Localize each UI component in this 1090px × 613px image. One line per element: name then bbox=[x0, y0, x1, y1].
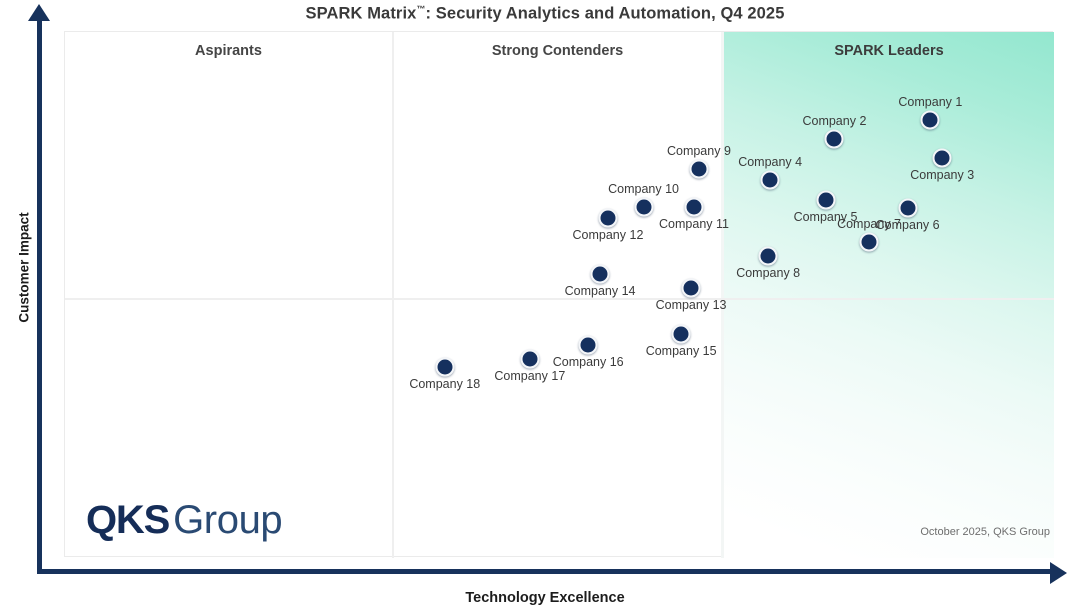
data-point-bubble[interactable] bbox=[758, 246, 778, 266]
data-point-label: Company 15 bbox=[645, 343, 717, 358]
data-point-bubble[interactable] bbox=[590, 264, 610, 284]
data-point-label: Company 13 bbox=[655, 298, 727, 313]
footer-attribution: October 2025, QKS Group bbox=[920, 526, 1050, 538]
data-point-bubble[interactable] bbox=[684, 197, 704, 217]
data-point-label: Company 9 bbox=[666, 144, 731, 159]
data-point-bubble[interactable] bbox=[689, 159, 709, 179]
quadrant-divider-horizontal bbox=[65, 298, 1054, 300]
spark-leaders-gradient-band bbox=[722, 32, 1054, 558]
data-point-label: Company 2 bbox=[802, 113, 867, 128]
chart-title-main: SPARK Matrix bbox=[305, 4, 417, 23]
x-axis-line bbox=[37, 569, 1053, 574]
data-point-bubble[interactable] bbox=[520, 349, 540, 369]
data-point-label: Company 5 bbox=[793, 209, 858, 224]
data-point-bubble[interactable] bbox=[634, 197, 654, 217]
data-point-label: Company 8 bbox=[736, 266, 801, 281]
logo-qks-text: QKS bbox=[86, 498, 170, 542]
plot-area: Aspirants Strong Contenders SPARK Leader… bbox=[64, 31, 1054, 558]
data-point-bubble[interactable] bbox=[920, 110, 940, 130]
data-point-label: Company 7 bbox=[837, 216, 902, 231]
y-axis-arrow-icon bbox=[28, 4, 50, 21]
x-axis-label: Technology Excellence bbox=[465, 590, 625, 606]
y-axis-label: Customer Impact bbox=[16, 212, 32, 323]
data-point-label: Company 17 bbox=[494, 369, 566, 384]
data-point-bubble[interactable] bbox=[816, 190, 836, 210]
chart-title-rest: : Security Analytics and Automation, Q4 … bbox=[425, 4, 785, 23]
page-title: SPARK Matrix™: Security Analytics and Au… bbox=[0, 4, 1090, 24]
y-axis-line bbox=[37, 18, 42, 574]
quadrant-divider-vertical-1 bbox=[392, 32, 394, 558]
data-point-bubble[interactable] bbox=[760, 170, 780, 190]
qks-group-logo: QKS Group bbox=[86, 498, 283, 542]
data-point-bubble[interactable] bbox=[859, 232, 879, 252]
data-point-label: Company 6 bbox=[875, 218, 940, 233]
data-point-bubble[interactable] bbox=[578, 335, 598, 355]
data-point-bubble[interactable] bbox=[681, 278, 701, 298]
data-point-label: Company 12 bbox=[572, 228, 644, 243]
quadrant-header-spark-leaders: SPARK Leaders bbox=[834, 43, 944, 59]
data-point-bubble[interactable] bbox=[824, 129, 844, 149]
data-point-label: Company 1 bbox=[898, 94, 963, 109]
quadrant-header-aspirants: Aspirants bbox=[195, 43, 262, 59]
data-point-label: Company 3 bbox=[910, 168, 975, 183]
data-point-bubble[interactable] bbox=[932, 148, 952, 168]
data-point-label: Company 16 bbox=[552, 354, 624, 369]
data-point-label: Company 10 bbox=[608, 182, 679, 197]
quadrant-divider-vertical-2 bbox=[721, 32, 724, 558]
trademark-symbol: ™ bbox=[416, 4, 426, 14]
data-point-label: Company 18 bbox=[409, 377, 481, 392]
data-point-label: Company 14 bbox=[564, 283, 636, 298]
data-point-label: Company 11 bbox=[659, 217, 729, 232]
logo-group-text: Group bbox=[173, 498, 283, 542]
data-point-bubble[interactable] bbox=[671, 324, 691, 344]
data-point-bubble[interactable] bbox=[598, 208, 618, 228]
quadrant-header-strong-contenders: Strong Contenders bbox=[491, 43, 624, 59]
x-axis-arrow-icon bbox=[1050, 562, 1067, 584]
data-point-bubble[interactable] bbox=[898, 198, 918, 218]
data-point-label: Company 4 bbox=[738, 154, 803, 169]
data-point-bubble[interactable] bbox=[435, 357, 455, 377]
